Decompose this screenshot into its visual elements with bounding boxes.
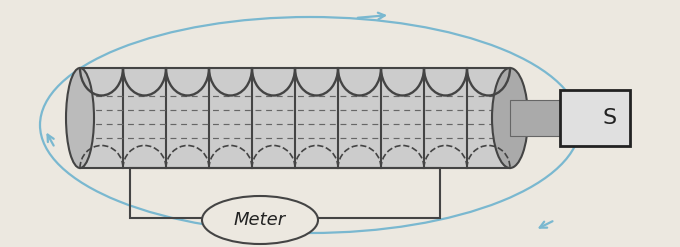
Bar [80, 68, 510, 168]
Text: S: S [603, 108, 617, 128]
Ellipse shape [66, 68, 94, 168]
Bar [510, 100, 560, 136]
Bar [560, 90, 630, 146]
Ellipse shape [492, 68, 528, 168]
Bar [130, 168, 440, 218]
Ellipse shape [202, 196, 318, 244]
Text: Meter: Meter [234, 211, 286, 229]
